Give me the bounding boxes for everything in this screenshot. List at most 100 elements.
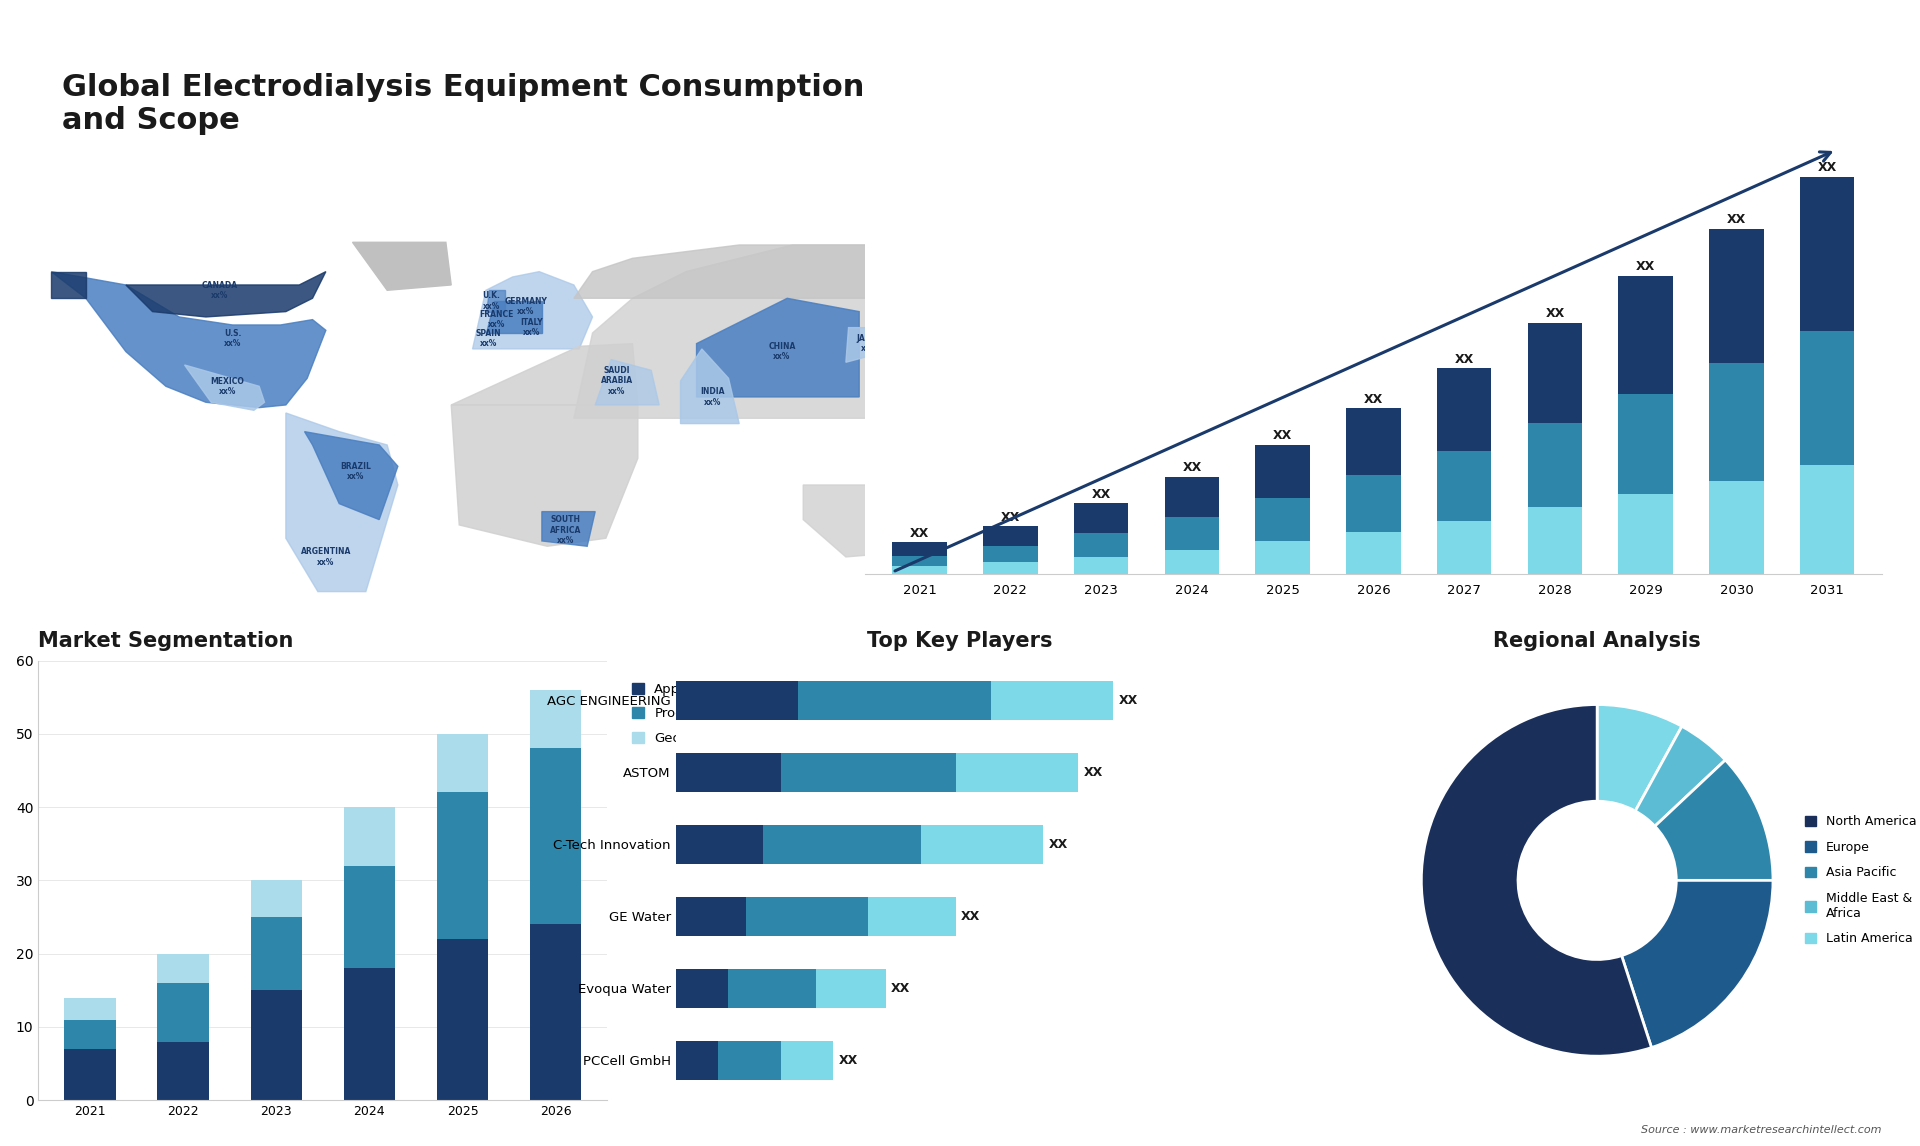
Bar xyxy=(983,526,1037,547)
Polygon shape xyxy=(680,348,739,424)
Polygon shape xyxy=(353,242,451,290)
Text: XX: XX xyxy=(1363,393,1382,406)
Bar xyxy=(344,865,396,968)
Bar xyxy=(63,997,115,1020)
Bar xyxy=(676,968,728,1008)
Bar xyxy=(1709,480,1764,574)
Bar xyxy=(1073,503,1129,533)
Bar xyxy=(781,753,956,792)
Bar xyxy=(1619,276,1672,393)
Bar xyxy=(816,968,885,1008)
Bar xyxy=(1256,499,1309,541)
Bar xyxy=(1528,323,1582,423)
Bar xyxy=(1256,445,1309,499)
Wedge shape xyxy=(1636,727,1726,826)
Bar xyxy=(1799,331,1855,464)
Wedge shape xyxy=(1597,705,1682,811)
Polygon shape xyxy=(541,511,595,547)
Polygon shape xyxy=(305,432,397,519)
Text: SAUDI
ARABIA
xx%: SAUDI ARABIA xx% xyxy=(601,366,632,395)
Bar xyxy=(344,968,396,1100)
Polygon shape xyxy=(574,245,885,418)
Text: BRAZIL
xx%: BRAZIL xx% xyxy=(340,462,371,481)
Bar xyxy=(1799,464,1855,574)
Bar xyxy=(1256,541,1309,574)
Polygon shape xyxy=(486,290,505,312)
Bar xyxy=(530,925,582,1100)
Bar xyxy=(676,825,762,864)
Bar xyxy=(676,681,799,720)
Bar xyxy=(868,896,956,936)
Bar xyxy=(530,748,582,925)
Text: XX: XX xyxy=(1092,488,1112,501)
Bar xyxy=(983,563,1037,574)
Legend: North America, Europe, Asia Pacific, Middle East &
Africa, Latin America: North America, Europe, Asia Pacific, Mid… xyxy=(1801,811,1920,949)
Polygon shape xyxy=(451,344,637,405)
Bar xyxy=(799,681,991,720)
Text: XX: XX xyxy=(1726,213,1745,226)
Text: JAPAN
xx%: JAPAN xx% xyxy=(856,333,883,353)
Polygon shape xyxy=(847,328,885,362)
Bar xyxy=(1528,423,1582,508)
Text: XX: XX xyxy=(1455,353,1475,366)
Bar xyxy=(1436,521,1492,574)
Text: SOUTH
AFRICA
xx%: SOUTH AFRICA xx% xyxy=(551,516,582,545)
Text: XX: XX xyxy=(1636,260,1655,273)
Bar xyxy=(63,1049,115,1100)
Text: XX: XX xyxy=(1273,429,1292,442)
Bar xyxy=(1619,393,1672,494)
Text: XX: XX xyxy=(1119,693,1139,707)
Text: XX: XX xyxy=(1048,838,1068,850)
Bar xyxy=(1165,550,1219,574)
Text: Market Segmentation: Market Segmentation xyxy=(38,630,294,651)
Polygon shape xyxy=(697,298,860,397)
Bar xyxy=(956,753,1079,792)
Bar xyxy=(1709,229,1764,363)
Wedge shape xyxy=(1655,760,1772,880)
Text: U.K.
xx%: U.K. xx% xyxy=(482,291,499,311)
Polygon shape xyxy=(127,272,326,317)
Bar xyxy=(676,896,745,936)
Bar xyxy=(1073,557,1129,574)
Bar xyxy=(893,566,947,574)
Title: Regional Analysis: Regional Analysis xyxy=(1494,630,1701,651)
Polygon shape xyxy=(472,272,593,348)
Bar xyxy=(781,1041,833,1081)
Bar xyxy=(438,792,488,939)
Bar xyxy=(1436,452,1492,521)
Text: Source : www.marketresearchintellect.com: Source : www.marketresearchintellect.com xyxy=(1642,1124,1882,1135)
Bar xyxy=(438,733,488,792)
Bar xyxy=(1073,533,1129,557)
Text: GERMANY
xx%: GERMANY xx% xyxy=(505,297,547,316)
Legend: Application, Product, Geography: Application, Product, Geography xyxy=(626,676,735,752)
Text: XX: XX xyxy=(1083,766,1102,779)
Text: FRANCE
xx%: FRANCE xx% xyxy=(480,309,515,329)
Bar xyxy=(728,968,816,1008)
Bar xyxy=(252,880,301,917)
Bar xyxy=(1165,477,1219,517)
Bar xyxy=(718,1041,781,1081)
Bar xyxy=(157,983,209,1042)
Polygon shape xyxy=(486,301,541,333)
Bar xyxy=(1346,532,1400,574)
Bar xyxy=(1436,368,1492,452)
Title: Top Key Players: Top Key Players xyxy=(868,630,1052,651)
Bar xyxy=(676,753,781,792)
Bar xyxy=(63,1020,115,1049)
Bar xyxy=(157,953,209,983)
Text: XX: XX xyxy=(910,527,929,540)
Bar xyxy=(983,547,1037,563)
Text: U.S.
xx%: U.S. xx% xyxy=(225,329,242,348)
Text: XX: XX xyxy=(1000,511,1020,524)
Polygon shape xyxy=(451,405,637,547)
Text: INDIA
xx%: INDIA xx% xyxy=(701,387,724,407)
Text: CHINA
xx%: CHINA xx% xyxy=(768,342,795,361)
Bar xyxy=(676,1041,718,1081)
Bar xyxy=(1528,508,1582,574)
Text: Global Electrodialysis Equipment Consumption Market Size
and Scope: Global Electrodialysis Equipment Consump… xyxy=(61,73,1077,135)
Bar xyxy=(157,1042,209,1100)
Polygon shape xyxy=(574,245,885,298)
Polygon shape xyxy=(803,485,910,557)
Bar xyxy=(1346,476,1400,532)
Text: SPAIN
xx%: SPAIN xx% xyxy=(476,329,501,348)
